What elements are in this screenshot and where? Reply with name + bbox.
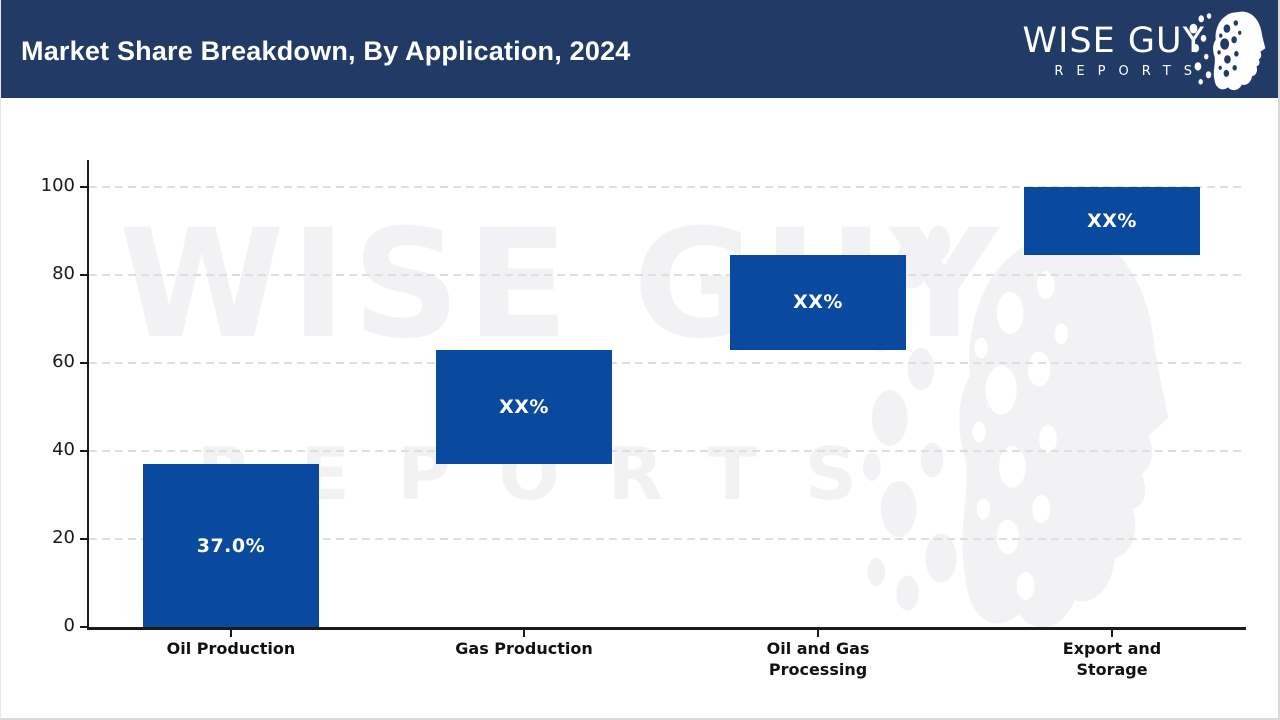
x-tick-mark	[229, 630, 232, 637]
watermark-head-icon	[863, 225, 1169, 628]
bar-segment: XX%	[436, 349, 613, 465]
logo-text: WISE GUY REPORTS	[1022, 20, 1205, 79]
x-tick-mark	[1111, 630, 1114, 637]
category-label: Gas Production	[404, 639, 644, 660]
bar-value-label: XX%	[1087, 210, 1137, 233]
plot-area: 37.0% XX% XX% XX%	[89, 160, 1246, 627]
gridline-80	[89, 274, 1246, 276]
brand-logo: WISE GUY REPORTS	[1022, 8, 1267, 94]
bar-value-label: XX%	[499, 395, 549, 418]
x-tick-mark	[817, 630, 820, 637]
bar-segment: 37.0%	[142, 464, 319, 627]
category-label-text: Oil and Gas Processing	[766, 639, 870, 679]
y-tick-label: 40	[52, 439, 75, 460]
y-tick-mark	[80, 274, 87, 276]
bar-segment: XX%	[1024, 187, 1201, 256]
gridline-40	[89, 450, 1246, 452]
page-title: Market Share Breakdown, By Application, …	[21, 36, 631, 66]
logo-wordmark: WISE GUY	[1022, 20, 1205, 61]
chart-area: WISE GUY REPORTS 37.0% XX% XX% XX% 0 20 40 60 8	[1, 98, 1278, 718]
logo-head-icon	[1189, 11, 1266, 91]
y-tick-label: 60	[52, 351, 75, 372]
gridline-100	[89, 186, 1246, 188]
y-tick-label: 100	[40, 175, 75, 196]
gridline-60	[89, 362, 1246, 364]
bar-segment: XX%	[730, 255, 907, 350]
category-label: Oil Production	[111, 639, 351, 660]
y-tick-label: 20	[52, 527, 75, 548]
y-tick-mark	[80, 362, 87, 364]
x-axis-line	[87, 627, 1246, 630]
y-tick-mark	[80, 186, 87, 188]
bar-value-label: XX%	[793, 291, 843, 314]
y-tick-mark	[80, 538, 87, 540]
y-tick-mark	[80, 626, 87, 628]
x-tick-mark	[523, 630, 526, 637]
category-label-text: Oil Production	[166, 639, 296, 658]
y-tick-mark	[80, 450, 87, 452]
y-tick-label: 80	[52, 263, 75, 284]
logo-subtitle: REPORTS	[1054, 63, 1205, 79]
y-axis-line	[87, 160, 89, 630]
category-label: Export and Storage	[992, 639, 1232, 681]
category-label-text: Export and Storage	[1062, 639, 1162, 679]
category-label: Oil and Gas Processing	[698, 639, 938, 681]
y-tick-label: 0	[63, 615, 75, 636]
header-bar: Market Share Breakdown, By Application, …	[1, 0, 1278, 98]
bar-value-label: 37.0%	[196, 534, 266, 557]
category-label-text: Gas Production	[455, 639, 593, 658]
gridline-20	[89, 538, 1246, 540]
